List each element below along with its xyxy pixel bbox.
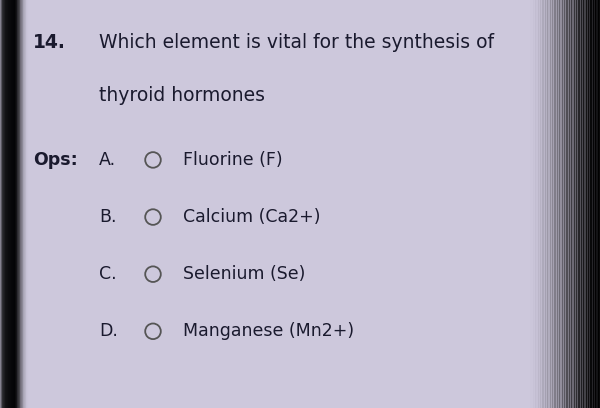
Bar <box>530 0 534 408</box>
Bar <box>7 0 23 408</box>
Bar <box>571 0 575 408</box>
Bar <box>550 0 553 408</box>
Bar <box>576 0 580 408</box>
Bar <box>533 0 536 408</box>
Bar <box>8 0 23 408</box>
Text: A.: A. <box>99 151 116 169</box>
Bar <box>569 0 572 408</box>
Bar <box>578 0 582 408</box>
Bar <box>11 0 26 408</box>
Text: B.: B. <box>99 208 116 226</box>
Text: C.: C. <box>99 265 116 283</box>
Bar <box>542 0 546 408</box>
Text: Manganese (Mn2+): Manganese (Mn2+) <box>183 322 354 340</box>
Bar <box>557 0 560 408</box>
Bar <box>11 0 25 408</box>
Bar <box>566 0 570 408</box>
Bar <box>552 0 556 408</box>
Bar <box>588 0 592 408</box>
Bar <box>547 0 551 408</box>
Bar <box>1 0 17 408</box>
Bar <box>1 0 16 408</box>
Bar <box>9 0 24 408</box>
Text: thyroid hormones: thyroid hormones <box>99 86 265 105</box>
Bar <box>14 0 29 408</box>
Bar <box>528 0 532 408</box>
Bar <box>554 0 558 408</box>
Bar <box>583 0 587 408</box>
Bar <box>10 0 25 408</box>
Bar <box>581 0 584 408</box>
Bar <box>540 0 544 408</box>
Bar <box>545 0 548 408</box>
Bar <box>3 0 18 408</box>
Bar <box>7 0 22 408</box>
Bar <box>6 0 21 408</box>
Text: Selenium (Se): Selenium (Se) <box>183 265 305 283</box>
Bar <box>590 0 594 408</box>
Text: Fluorine (F): Fluorine (F) <box>183 151 283 169</box>
Bar <box>595 0 599 408</box>
Bar <box>593 0 596 408</box>
Bar <box>2 0 17 408</box>
Bar <box>14 0 29 408</box>
Text: Calcium (Ca2+): Calcium (Ca2+) <box>183 208 320 226</box>
Bar <box>4 0 19 408</box>
Bar <box>535 0 539 408</box>
Bar <box>538 0 541 408</box>
Bar <box>564 0 568 408</box>
Text: Which element is vital for the synthesis of: Which element is vital for the synthesis… <box>99 33 494 52</box>
Ellipse shape <box>145 324 161 339</box>
Ellipse shape <box>145 209 161 225</box>
Text: D.: D. <box>99 322 118 340</box>
Ellipse shape <box>145 152 161 168</box>
Bar <box>5 0 19 408</box>
Bar <box>586 0 589 408</box>
Bar <box>13 0 28 408</box>
Bar <box>562 0 565 408</box>
Bar <box>598 0 600 408</box>
Bar <box>5 0 20 408</box>
Bar <box>574 0 577 408</box>
Ellipse shape <box>145 266 161 282</box>
Bar <box>0 0 15 408</box>
Text: Ops:: Ops: <box>33 151 78 169</box>
Bar <box>559 0 563 408</box>
Text: 14.: 14. <box>33 33 66 52</box>
Bar <box>12 0 27 408</box>
